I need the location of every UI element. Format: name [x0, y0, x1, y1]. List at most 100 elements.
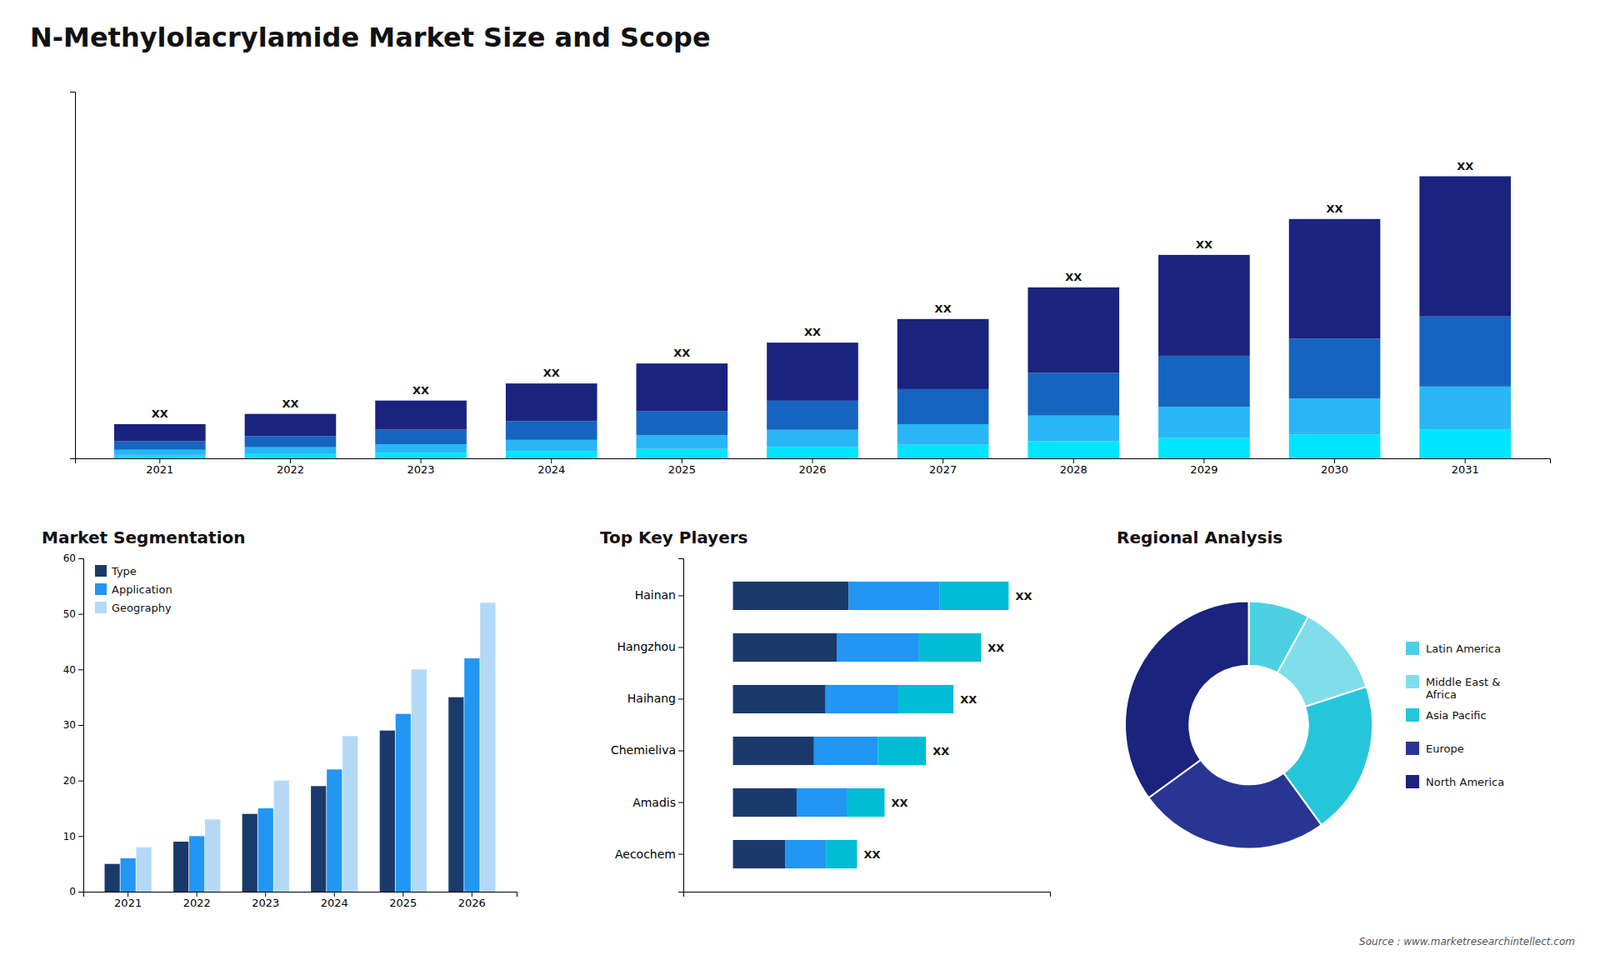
- marks: [1125, 601, 1373, 850]
- bar: [919, 633, 981, 662]
- legend-swatch: [1405, 741, 1420, 755]
- legend-swatch: [1405, 675, 1420, 689]
- legend-item: Geography: [95, 601, 172, 615]
- tick-mark: [78, 614, 84, 615]
- legend-swatch: [1405, 775, 1420, 789]
- tick: 2022: [183, 891, 211, 910]
- chart-panel: XXXXXXXXXXXXXXXXXXXXXX202120222023202420…: [70, 92, 1551, 477]
- bar: [848, 581, 940, 610]
- tick: 2030: [1320, 458, 1349, 476]
- data-label: XX: [1065, 270, 1082, 284]
- axis-domain: [75, 459, 1551, 465]
- bar: [114, 424, 206, 442]
- tick: Aecochem: [615, 847, 684, 861]
- marks: [105, 602, 496, 892]
- bar: [245, 435, 337, 447]
- tick-label: 2021: [145, 463, 174, 476]
- tick-label: 20: [63, 775, 76, 787]
- bar: [940, 581, 1010, 610]
- tick-label: 2027: [929, 463, 957, 476]
- chart-panel: 2021202220232024202520260102030405060Mar…: [41, 527, 518, 910]
- bar: [505, 450, 598, 459]
- tick: 40: [63, 664, 84, 676]
- tick: 0: [69, 885, 84, 898]
- tick-label: 50: [63, 608, 76, 620]
- bar: [766, 446, 859, 459]
- bar: [258, 808, 274, 892]
- bar: [310, 785, 326, 892]
- x-axis: [684, 892, 1051, 898]
- tick-label: 2025: [389, 896, 417, 910]
- tick-mark: [78, 558, 84, 560]
- tick: Haihang: [627, 691, 684, 705]
- bar: [898, 685, 954, 714]
- chart-panel: Regional Analysis Latin AmericaMiddle Eas…: [1116, 527, 1505, 849]
- tick-mark: [678, 802, 684, 804]
- bar: [505, 440, 598, 451]
- source-text: Source : www.marketresearchintellect.com: [1359, 935, 1575, 948]
- bar: [375, 430, 467, 445]
- bar: [505, 420, 598, 440]
- bar: [1419, 429, 1511, 459]
- data-label: XX: [412, 384, 430, 397]
- bar: [114, 450, 206, 455]
- tick: Chemieliva: [610, 743, 684, 757]
- axis-domain: [678, 559, 685, 893]
- bar: [1289, 398, 1381, 435]
- legend-item: Middle East &Africa: [1405, 675, 1500, 701]
- tick-label: 2021: [114, 896, 142, 910]
- data-label: XX: [1326, 202, 1344, 215]
- bar: [448, 697, 464, 892]
- legend-label: North America: [1425, 775, 1505, 789]
- tick-mark: [420, 458, 422, 464]
- bar: [825, 685, 899, 714]
- data-label: XX: [1015, 590, 1032, 603]
- bar: [1158, 437, 1250, 459]
- bar: [173, 841, 189, 892]
- legend-label-line: Asia Pacific: [1425, 709, 1487, 722]
- tick-mark: [159, 458, 160, 464]
- bar: [274, 780, 290, 892]
- tick-mark: [78, 891, 84, 893]
- data-label: XX: [987, 641, 1005, 655]
- tick-label: 60: [63, 552, 76, 565]
- axis-domain: [84, 892, 518, 898]
- bar: [342, 735, 358, 892]
- bar: [897, 424, 990, 445]
- y-axis: [70, 92, 76, 460]
- tick-label: 2024: [537, 463, 565, 476]
- tick-mark: [1465, 458, 1466, 464]
- bar: [733, 840, 786, 869]
- bar: [766, 430, 859, 448]
- tick-mark: [678, 750, 684, 752]
- tick-mark: [678, 646, 684, 648]
- tick: 10: [63, 830, 84, 843]
- legend-item: Application: [95, 583, 173, 596]
- bar: [814, 736, 878, 765]
- bar: [846, 788, 885, 817]
- tick: 2027: [929, 458, 957, 476]
- legend: Latin AmericaMiddle East &AfricaAsia Pac…: [1405, 641, 1505, 789]
- bar: [766, 400, 859, 430]
- data-label: XX: [891, 796, 909, 810]
- data-label: XX: [543, 366, 560, 380]
- bar: [245, 454, 337, 459]
- chart-panel: XXXXXXXXXXXXHainanHangzhouHaihangChemiel…: [600, 527, 1051, 897]
- axis-domain: [684, 892, 1051, 898]
- bar: [733, 736, 815, 765]
- chart-title: Regional Analysis: [1116, 527, 1283, 548]
- tick-mark: [1203, 458, 1205, 464]
- legend-label: Europe: [1425, 742, 1465, 755]
- tick-label: 2028: [1060, 463, 1088, 476]
- tick-label: 2029: [1190, 463, 1218, 476]
- bar: [733, 788, 797, 817]
- bar: [326, 769, 342, 892]
- tick-label: 2030: [1320, 463, 1349, 476]
- marks: [733, 581, 1010, 869]
- tick: 2028: [1060, 458, 1088, 476]
- tick-label: Amadis: [632, 795, 676, 810]
- bar: [189, 835, 205, 892]
- tick: 2024: [320, 891, 349, 910]
- legend-item: North America: [1405, 775, 1505, 789]
- bar: [464, 658, 480, 892]
